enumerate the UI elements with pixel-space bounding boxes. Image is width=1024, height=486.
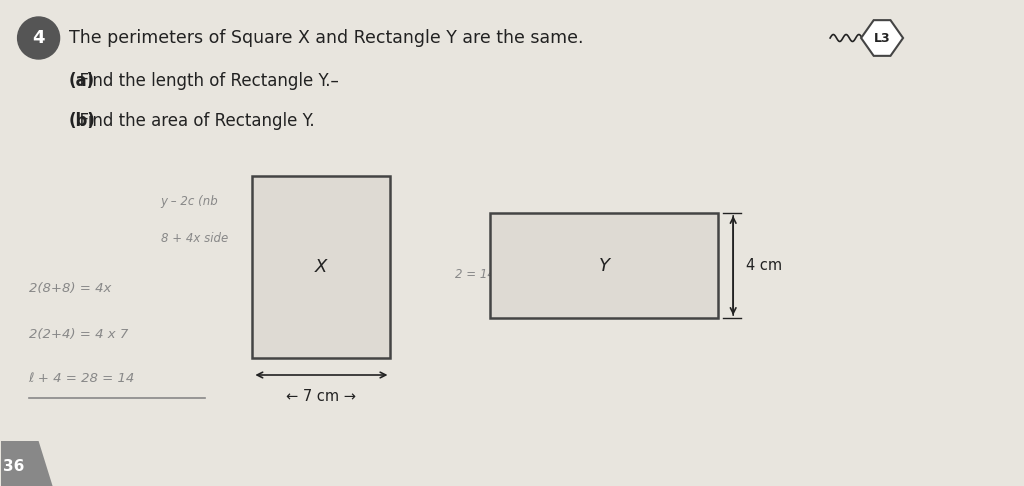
Text: 36: 36 — [3, 458, 25, 473]
Text: 8 + 4x side: 8 + 4x side — [161, 231, 227, 244]
Text: The perimeters of Square X and Rectangle Y are the same.: The perimeters of Square X and Rectangle… — [69, 29, 583, 47]
Text: 4 cm: 4 cm — [746, 258, 782, 273]
Circle shape — [17, 17, 59, 59]
Text: Find the length of Rectangle Y.–: Find the length of Rectangle Y.– — [69, 72, 339, 90]
Bar — [253, 176, 390, 358]
Text: L3: L3 — [873, 32, 891, 45]
Text: 2(8+8) = 4x: 2(8+8) = 4x — [29, 281, 111, 295]
Text: 4: 4 — [33, 29, 45, 47]
Bar — [490, 213, 718, 318]
Polygon shape — [861, 20, 903, 56]
Text: X: X — [315, 258, 328, 276]
Text: Y: Y — [599, 257, 609, 275]
Text: ← 7 cm →: ← 7 cm → — [287, 389, 356, 404]
Text: (b): (b) — [69, 112, 95, 130]
Text: Find the area of Rectangle Y.: Find the area of Rectangle Y. — [69, 112, 314, 130]
Text: 2 = 14–4 = 10: 2 = 14–4 = 10 — [456, 267, 541, 280]
Text: ℓ + 4 = 28 = 14: ℓ + 4 = 28 = 14 — [29, 371, 135, 384]
Polygon shape — [1, 441, 52, 486]
Text: y – 2c (nb: y – 2c (nb — [161, 194, 218, 208]
Text: 2(2+4) = 4 x 7: 2(2+4) = 4 x 7 — [29, 328, 128, 341]
Text: (a): (a) — [69, 72, 94, 90]
